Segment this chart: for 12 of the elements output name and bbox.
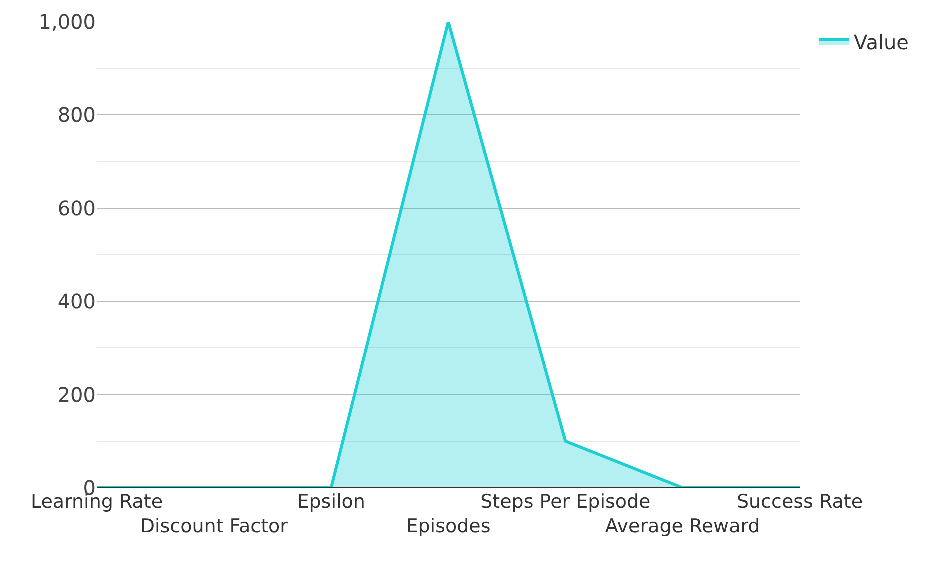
x-tick-label: Epsilon (297, 491, 366, 513)
y-tick-label: 1,000 (38, 10, 96, 34)
y-tick-label: 600 (58, 196, 96, 220)
x-tick-label: Episodes (406, 516, 491, 538)
x-tick-label: Steps Per Episode (480, 491, 651, 513)
y-tick-label: 400 (58, 290, 96, 314)
legend-label: Value (854, 30, 909, 54)
x-tick-label: Discount Factor (140, 516, 288, 538)
y-tick-label: 800 (58, 103, 96, 128)
x-tick-label: Average Reward (605, 516, 760, 538)
y-tick-label: 200 (58, 382, 96, 407)
x-tick-label: Success Rate (736, 491, 864, 513)
